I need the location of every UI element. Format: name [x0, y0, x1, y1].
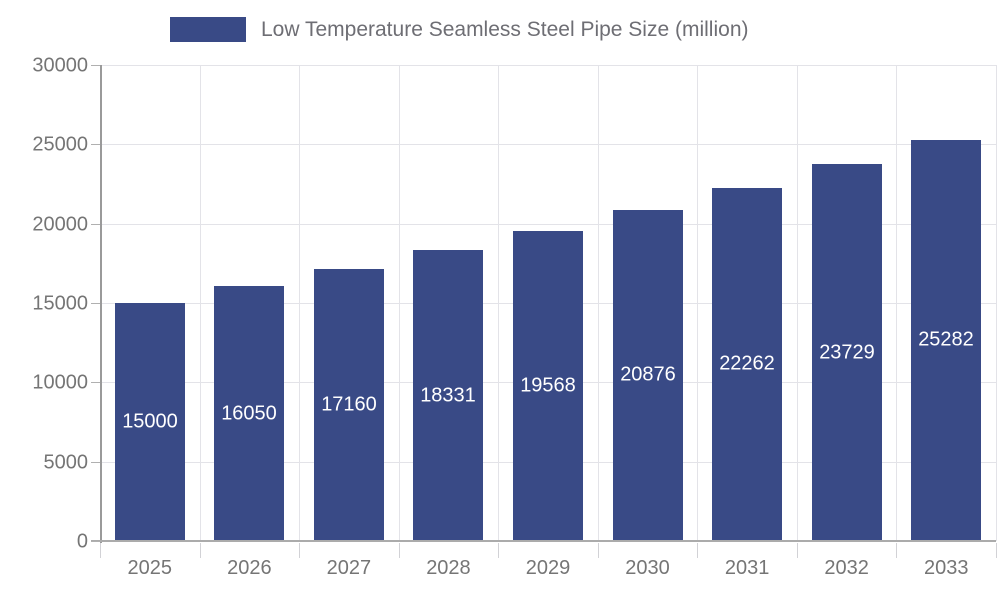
v-gridline	[996, 65, 997, 541]
bar: 15000	[115, 303, 185, 541]
legend[interactable]: Low Temperature Seamless Steel Pipe Size…	[170, 17, 749, 42]
y-tick-label: 0	[76, 530, 88, 553]
x-tick-mark	[996, 543, 997, 558]
x-tick-label: 2025	[127, 557, 173, 579]
v-gridline	[398, 65, 400, 541]
x-tick-mark	[597, 543, 599, 558]
x-tick-label: 2030	[625, 557, 670, 579]
bar-value-label: 22262	[719, 352, 775, 375]
v-gridline	[597, 65, 599, 541]
y-tick-label: 15000	[32, 292, 88, 315]
y-tick-label: 30000	[32, 54, 88, 77]
y-tick-mark	[91, 223, 100, 225]
v-gridline	[896, 65, 898, 541]
bar-value-label: 15000	[122, 410, 178, 433]
bar: 19568	[513, 230, 583, 541]
bar: 25282	[911, 139, 981, 541]
x-tick-label: 2027	[326, 557, 372, 579]
x-tick-label: 2029	[525, 557, 571, 579]
x-tick-mark	[299, 543, 301, 558]
bar-value-label: 23729	[819, 341, 875, 364]
x-tick-label: 2028	[426, 557, 471, 579]
legend-swatch	[170, 17, 246, 42]
bar-value-label: 25282	[918, 328, 974, 351]
bar: 20876	[613, 209, 683, 541]
y-tick-mark	[91, 541, 100, 542]
legend-label: Low Temperature Seamless Steel Pipe Size…	[261, 17, 749, 41]
x-tick-label: 2031	[724, 557, 770, 579]
v-gridline	[199, 65, 201, 541]
x-tick-mark	[796, 543, 798, 558]
bar: 23729	[812, 164, 882, 541]
bar: 22262	[712, 187, 782, 541]
y-axis-line	[100, 65, 102, 543]
bar-value-label: 18331	[420, 384, 476, 407]
plot-area: 15000 16050 17160 18331 19568 20876 22262 23729…	[100, 65, 997, 541]
y-tick-mark	[91, 461, 100, 463]
v-gridline	[299, 65, 301, 541]
y-tick-label: 20000	[32, 213, 88, 236]
x-tick-mark	[100, 543, 101, 558]
bar: 17160	[314, 268, 384, 541]
bar: 18331	[413, 250, 483, 541]
x-axis-line	[91, 540, 996, 542]
y-tick-mark	[91, 144, 100, 146]
x-tick-mark	[697, 543, 699, 558]
h-gridline	[100, 65, 996, 66]
v-gridline	[697, 65, 699, 541]
v-gridline	[498, 65, 500, 541]
y-tick-mark	[91, 303, 100, 304]
x-tick-mark	[498, 543, 500, 558]
x-tick-mark	[896, 543, 898, 558]
x-tick-label: 2033	[923, 557, 969, 579]
x-tick-label: 2026	[227, 557, 272, 579]
x-tick-mark	[398, 543, 400, 558]
bar-value-label: 17160	[321, 393, 377, 416]
y-tick-mark	[91, 65, 100, 66]
y-tick-mark	[91, 382, 100, 384]
y-tick-label: 10000	[32, 371, 88, 394]
bar-value-label: 19568	[520, 374, 576, 397]
bar-value-label: 20876	[620, 363, 676, 386]
bar-value-label: 16050	[221, 402, 277, 425]
y-tick-label: 25000	[32, 133, 88, 156]
h-gridline	[100, 144, 996, 146]
x-tick-label: 2032	[824, 557, 869, 579]
v-gridline	[796, 65, 798, 541]
h-gridline	[100, 223, 996, 225]
x-tick-mark	[199, 543, 201, 558]
y-tick-label: 5000	[43, 451, 89, 474]
bar: 16050	[214, 286, 284, 541]
